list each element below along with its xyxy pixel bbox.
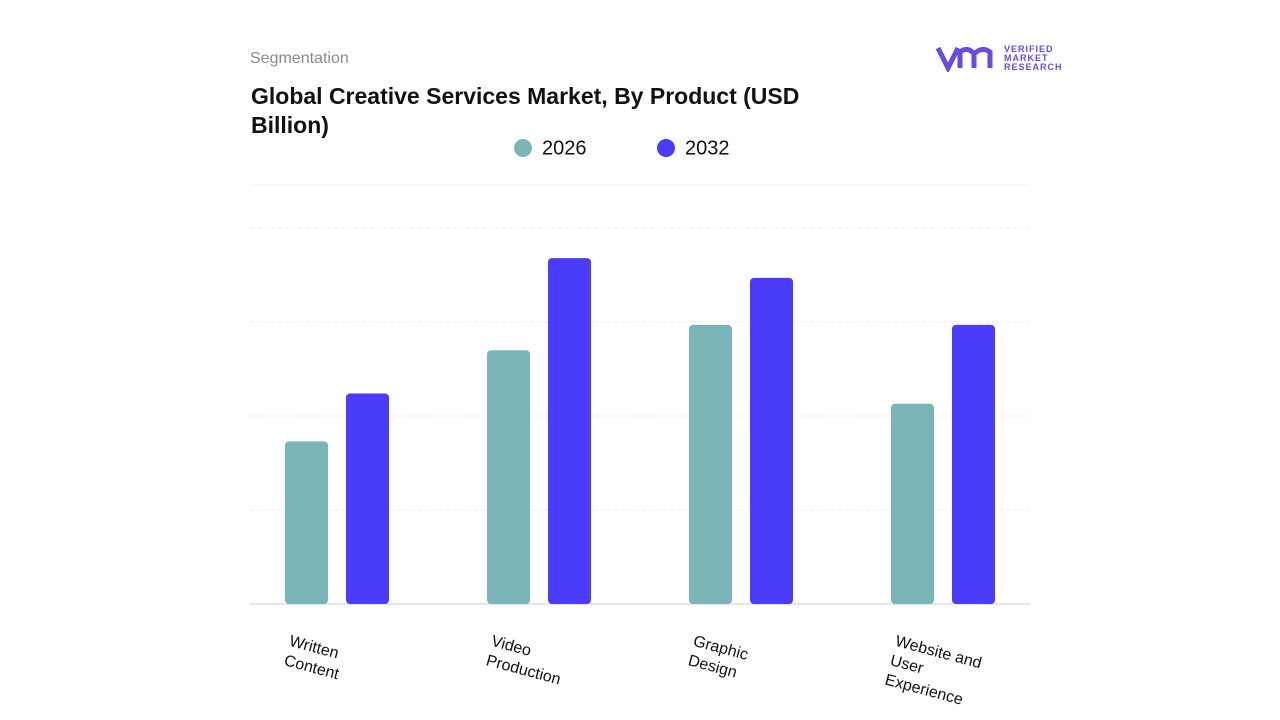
bar — [891, 403, 934, 604]
legend-swatch — [514, 139, 532, 157]
logo: VERIFIED MARKET RESEARCH — [936, 44, 1066, 72]
legend-swatch — [657, 139, 675, 157]
section-label: Segmentation — [250, 50, 349, 67]
chart-title: Global Creative Services Market, By Prod… — [251, 83, 800, 138]
bar — [346, 393, 389, 604]
bar — [689, 324, 732, 604]
bar — [285, 441, 328, 604]
bar — [487, 350, 530, 604]
bar — [548, 258, 591, 604]
legend-label: 2026 — [542, 137, 587, 159]
bar — [750, 277, 793, 604]
logo-text: VERIFIED MARKET RESEARCH — [1004, 43, 1063, 72]
logo-mark — [936, 46, 993, 72]
bar — [952, 324, 995, 604]
legend-label: 2032 — [685, 137, 730, 159]
